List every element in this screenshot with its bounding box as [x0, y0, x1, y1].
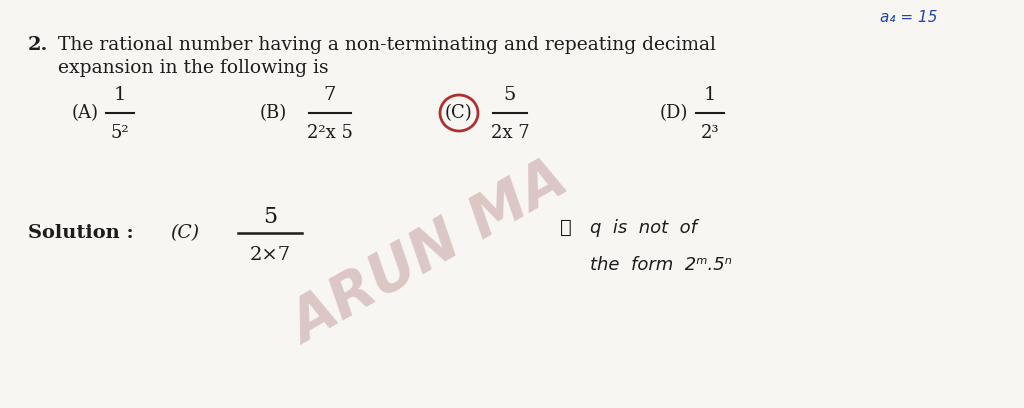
Text: 5: 5: [263, 206, 278, 228]
Text: 2³: 2³: [700, 124, 719, 142]
Text: (C): (C): [445, 104, 473, 122]
Text: 2²x 5: 2²x 5: [307, 124, 353, 142]
Text: (C): (C): [170, 224, 199, 242]
Text: (A): (A): [72, 104, 99, 122]
Text: the  form  2ᵐ.5ⁿ: the form 2ᵐ.5ⁿ: [590, 256, 732, 274]
Text: 7: 7: [324, 86, 336, 104]
Text: 1: 1: [703, 86, 716, 104]
Text: Solution :: Solution :: [28, 224, 133, 242]
Text: (B): (B): [260, 104, 288, 122]
Text: 2.: 2.: [28, 36, 48, 54]
Text: 2×7: 2×7: [250, 246, 291, 264]
Text: 2x 7: 2x 7: [490, 124, 529, 142]
Text: 5: 5: [504, 86, 516, 104]
Text: ∴: ∴: [560, 219, 571, 237]
Text: q  is  not  of: q is not of: [590, 219, 697, 237]
Text: ARUN MA: ARUN MA: [282, 151, 579, 355]
Text: (D): (D): [660, 104, 688, 122]
Text: 1: 1: [114, 86, 126, 104]
Text: 5²: 5²: [111, 124, 129, 142]
Text: The rational number having a non-terminating and repeating decimal: The rational number having a non-termina…: [58, 36, 716, 54]
Text: expansion in the following is: expansion in the following is: [58, 59, 329, 77]
Text: a₄ = 15: a₄ = 15: [880, 10, 938, 25]
